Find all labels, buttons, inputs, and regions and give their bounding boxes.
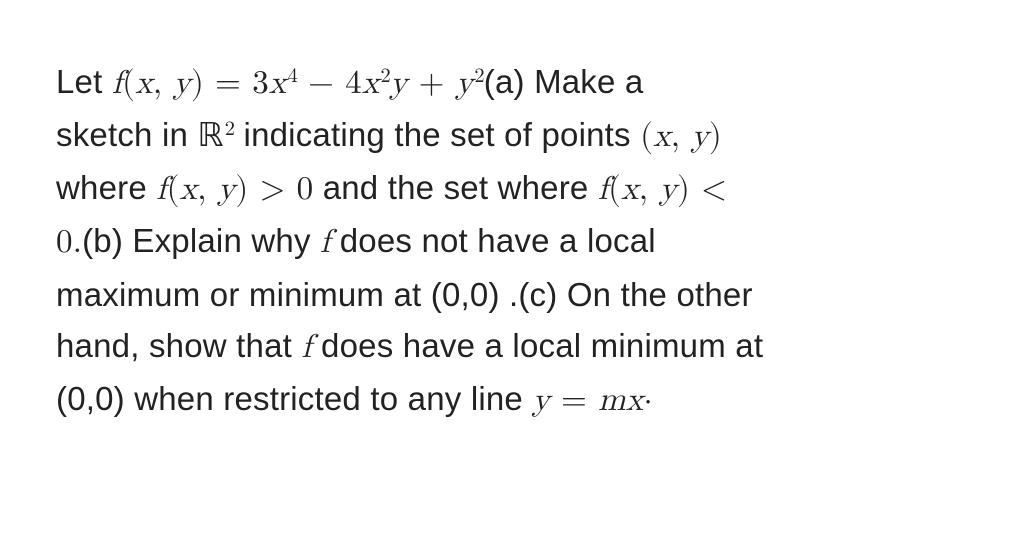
eq-y-mx: y = mx· bbox=[532, 384, 653, 417]
line2-a: sketch in bbox=[56, 116, 197, 153]
part-b-label: (b) Explain why bbox=[82, 222, 320, 259]
line6-b: does have a local minimum at bbox=[312, 327, 764, 364]
real-2: ℝ2 bbox=[197, 120, 234, 153]
line4-b: does not have a local bbox=[330, 222, 655, 259]
line3-b: and the set where bbox=[313, 169, 597, 206]
line6-a: hand, show that bbox=[56, 327, 301, 364]
f-sym-1: f bbox=[320, 226, 330, 259]
f-sym-2: f bbox=[301, 331, 311, 364]
zero-stop: 0. bbox=[56, 226, 82, 259]
line2-b: indicating the set of points bbox=[234, 116, 640, 153]
eq-lhs: f(x, y) = bbox=[112, 67, 252, 100]
line7-a: (0,0) when restricted to any line bbox=[56, 380, 532, 417]
line3-a: where bbox=[56, 169, 156, 206]
problem-text: Let f(x, y) = 3x4 − 4x2y + y2(a) Make a … bbox=[0, 0, 1024, 554]
part-a-label: (a) Make a bbox=[484, 63, 644, 100]
eq-rhs: 3x4 − 4x2y + y2 bbox=[252, 67, 484, 100]
word-let: Let bbox=[56, 63, 112, 100]
line5: maximum or minimum at (0,0) .(c) On the … bbox=[56, 276, 753, 313]
tuple-xy: (x, y) bbox=[640, 120, 722, 153]
fxy-gt-0: f(x, y) > 0 bbox=[156, 173, 313, 206]
fxy-lt: f(x, y) < bbox=[598, 173, 727, 206]
